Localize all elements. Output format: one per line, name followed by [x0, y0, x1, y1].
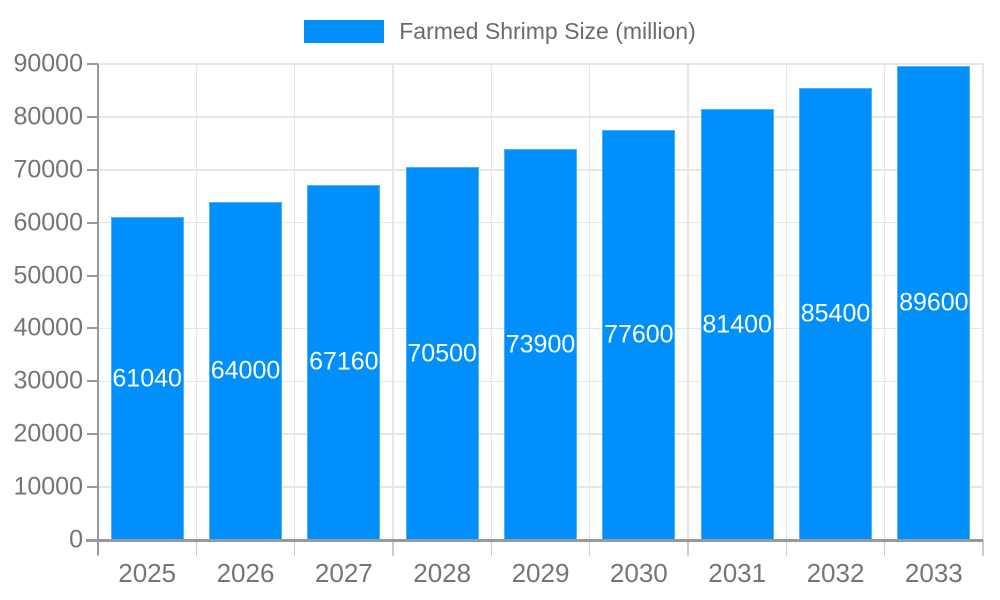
y-axis-tick-label: 60000: [13, 208, 83, 237]
x-axis-tick: [687, 540, 689, 556]
bar-value-label: 67160: [309, 347, 379, 376]
bar-2028: [405, 167, 479, 540]
y-axis-tick: [87, 327, 98, 330]
y-axis-tick-label: 90000: [13, 49, 83, 78]
bar-2032: [799, 88, 872, 540]
x-gridline: [490, 64, 493, 540]
x-gridline: [785, 64, 788, 540]
bar-value-label: 73900: [505, 330, 576, 359]
y-axis-tick-label: 10000: [13, 472, 83, 501]
y-axis-line: [97, 64, 99, 555]
chart-legend[interactable]: Farmed Shrimp Size (million): [0, 18, 1000, 45]
x-axis-category-label: 2027: [314, 558, 373, 588]
bar-2033: [897, 66, 971, 540]
bar-value-label: 81400: [702, 310, 772, 339]
x-axis-category-label: 2025: [118, 558, 177, 588]
y-gridline: [98, 116, 983, 118]
bar-value-label: 61040: [112, 364, 182, 393]
y-axis-tick: [87, 433, 98, 436]
x-axis-tick: [293, 540, 296, 556]
bar-value-label: 77600: [604, 320, 674, 349]
x-axis-category-label: 2032: [806, 558, 865, 588]
y-axis-tick-label: 0: [69, 525, 83, 554]
y-axis-tick-label: 20000: [13, 419, 83, 448]
legend-label: Farmed Shrimp Size (million): [399, 18, 696, 44]
x-axis-line: [86, 539, 983, 542]
x-axis-category-label: 2028: [413, 558, 472, 588]
bar-2030: [602, 129, 676, 540]
x-gridline: [982, 64, 984, 540]
x-axis-tick: [588, 540, 591, 556]
x-gridline: [588, 64, 591, 540]
x-gridline: [392, 64, 394, 540]
y-axis-tick: [87, 486, 98, 489]
bar-2027: [307, 184, 381, 540]
y-axis-tick: [87, 63, 98, 65]
x-axis-tick: [392, 540, 394, 556]
x-axis-category-label: 2030: [609, 558, 668, 588]
bar-2025: [110, 217, 184, 540]
x-axis-tick: [982, 540, 984, 556]
y-axis-tick-label: 50000: [13, 261, 83, 290]
y-axis-tick-label: 30000: [13, 366, 83, 395]
x-gridline: [687, 64, 689, 540]
x-axis-tick: [883, 540, 886, 556]
x-axis-category-label: 2026: [216, 558, 275, 588]
bar-2031: [700, 109, 774, 540]
x-gridline: [293, 64, 296, 540]
bar-value-label: 64000: [210, 356, 281, 385]
bar-value-label: 85400: [800, 299, 871, 328]
x-axis-category-label: 2029: [511, 558, 570, 588]
y-axis-tick: [87, 221, 98, 224]
y-axis-tick: [87, 168, 98, 171]
legend-swatch: [304, 20, 385, 43]
y-axis-tick: [87, 380, 98, 383]
x-gridline: [883, 64, 886, 540]
x-axis-tick: [490, 540, 493, 556]
y-gridline: [98, 63, 983, 65]
y-axis-tick: [87, 115, 98, 118]
y-axis-tick: [87, 274, 98, 277]
x-axis-category-label: 2033: [904, 558, 963, 588]
x-axis-category-label: 2031: [708, 558, 767, 588]
x-axis-tick: [785, 540, 788, 556]
bar-2026: [209, 201, 282, 540]
x-axis-tick: [195, 540, 198, 556]
bar-2029: [504, 149, 577, 540]
y-axis-tick-label: 70000: [13, 155, 83, 184]
bar-value-label: 70500: [407, 339, 477, 368]
y-axis-tick-label: 40000: [13, 313, 83, 342]
y-axis-tick-label: 80000: [13, 102, 83, 131]
bar-value-label: 89600: [899, 288, 969, 317]
x-gridline: [195, 64, 198, 540]
